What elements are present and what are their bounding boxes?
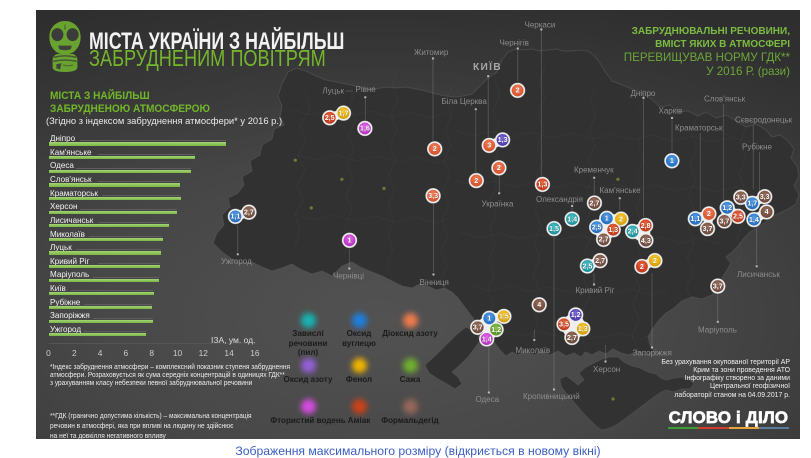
svg-text:Кам'янське: Кам'янське bbox=[600, 186, 642, 195]
svg-text:Краматорськ: Краматорськ bbox=[675, 124, 723, 133]
svg-text:2: 2 bbox=[433, 144, 437, 153]
svg-text:Ужгород: Ужгород bbox=[221, 257, 252, 266]
svg-text:1,1: 1,1 bbox=[230, 212, 240, 221]
svg-text:2,4: 2,4 bbox=[628, 227, 638, 236]
svg-text:2,7: 2,7 bbox=[244, 208, 254, 217]
svg-text:2: 2 bbox=[640, 262, 644, 271]
svg-text:2,7: 2,7 bbox=[589, 198, 599, 207]
svg-text:2,7: 2,7 bbox=[595, 256, 605, 265]
svg-text:3,5: 3,5 bbox=[559, 320, 569, 329]
svg-text:2,5: 2,5 bbox=[733, 212, 743, 221]
svg-text:1,5: 1,5 bbox=[549, 224, 559, 233]
svg-text:4,3: 4,3 bbox=[641, 236, 651, 245]
svg-text:2: 2 bbox=[619, 214, 623, 223]
svg-text:Кропивницький: Кропивницький bbox=[523, 392, 580, 401]
svg-text:3,3: 3,3 bbox=[736, 193, 746, 202]
svg-text:1,4: 1,4 bbox=[749, 215, 759, 224]
svg-text:Миколаїв: Миколаїв bbox=[516, 346, 551, 355]
svg-text:Житомир: Житомир bbox=[414, 48, 449, 57]
svg-text:1,7: 1,7 bbox=[339, 108, 349, 117]
svg-text:Черкаси: Черкаси bbox=[525, 21, 556, 30]
svg-text:Слов'янськ: Слов'янськ bbox=[704, 95, 746, 104]
svg-text:4: 4 bbox=[765, 207, 769, 216]
svg-text:3,7: 3,7 bbox=[719, 216, 729, 225]
svg-text:Чернівці: Чернівці bbox=[333, 272, 364, 281]
svg-text:2,7: 2,7 bbox=[567, 333, 577, 342]
svg-text:1: 1 bbox=[348, 236, 352, 245]
svg-text:Українка: Українка bbox=[482, 200, 514, 209]
svg-text:2: 2 bbox=[474, 176, 478, 185]
svg-text:Запоріжжя: Запоріжжя bbox=[633, 349, 672, 358]
svg-text:1,6: 1,6 bbox=[360, 124, 370, 133]
svg-text:Олександрія: Олександрія bbox=[536, 195, 583, 204]
svg-text:3: 3 bbox=[487, 141, 491, 150]
svg-text:1,3: 1,3 bbox=[608, 225, 618, 234]
svg-text:1,7: 1,7 bbox=[747, 199, 757, 208]
svg-text:Херсон: Херсон bbox=[593, 365, 620, 374]
svg-text:2,5: 2,5 bbox=[582, 261, 592, 270]
svg-text:3,7: 3,7 bbox=[473, 323, 483, 332]
svg-text:Рубіжне: Рубіжне bbox=[742, 143, 773, 152]
svg-text:Лисичанськ: Лисичанськ bbox=[737, 270, 780, 279]
svg-text:2: 2 bbox=[653, 256, 657, 265]
svg-text:1: 1 bbox=[605, 214, 609, 223]
svg-text:Вінниця: Вінниця bbox=[420, 278, 449, 287]
svg-text:1,2: 1,2 bbox=[571, 310, 581, 319]
svg-text:3,3: 3,3 bbox=[760, 192, 770, 201]
svg-text:КИЇВ: КИЇВ bbox=[473, 60, 502, 73]
svg-text:3,3: 3,3 bbox=[428, 191, 438, 200]
svg-text:Кривий Ріг: Кривий Ріг bbox=[576, 286, 615, 295]
svg-text:1,2: 1,2 bbox=[491, 325, 501, 334]
svg-text:Сєвєродонецьк: Сєвєродонецьк bbox=[735, 116, 793, 125]
svg-text:3,7: 3,7 bbox=[713, 281, 723, 290]
svg-text:Луцьк: Луцьк bbox=[322, 87, 344, 96]
svg-text:Одеса: Одеса bbox=[476, 395, 500, 404]
svg-text:Кременчук: Кременчук bbox=[574, 166, 614, 175]
svg-text:Рівне: Рівне bbox=[356, 85, 377, 94]
svg-text:1: 1 bbox=[670, 156, 674, 165]
svg-text:1: 1 bbox=[487, 314, 491, 323]
svg-text:1,3: 1,3 bbox=[537, 180, 547, 189]
svg-text:Дніпро: Дніпро bbox=[631, 89, 656, 98]
svg-text:4: 4 bbox=[537, 300, 541, 309]
svg-text:1,5: 1,5 bbox=[499, 312, 509, 321]
svg-text:2,8: 2,8 bbox=[641, 221, 651, 230]
svg-text:2,7: 2,7 bbox=[599, 235, 609, 244]
svg-text:2: 2 bbox=[707, 209, 711, 218]
svg-text:Харків: Харків bbox=[659, 107, 683, 116]
svg-text:2: 2 bbox=[516, 86, 520, 95]
svg-text:Маріуполь: Маріуполь bbox=[698, 326, 737, 335]
svg-text:1,2: 1,2 bbox=[722, 203, 732, 212]
svg-text:1,3: 1,3 bbox=[498, 135, 508, 144]
svg-text:1,1: 1,1 bbox=[690, 214, 700, 223]
svg-text:3,7: 3,7 bbox=[703, 224, 713, 233]
svg-text:Чернігів: Чернігів bbox=[500, 39, 529, 48]
svg-text:Біла Церква: Біла Церква bbox=[442, 97, 488, 106]
svg-text:2,5: 2,5 bbox=[592, 223, 602, 232]
svg-text:1,4: 1,4 bbox=[482, 334, 492, 343]
svg-text:2,5: 2,5 bbox=[325, 113, 335, 122]
svg-text:1,3: 1,3 bbox=[578, 324, 588, 333]
svg-text:2: 2 bbox=[497, 163, 501, 172]
svg-text:1,4: 1,4 bbox=[567, 214, 577, 223]
